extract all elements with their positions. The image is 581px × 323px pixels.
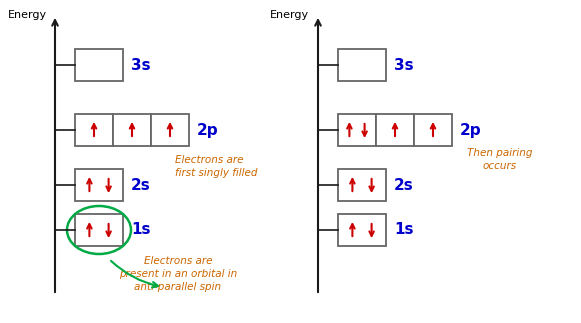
Text: Then pairing
occurs: Then pairing occurs: [467, 148, 533, 171]
Bar: [151, 114, 189, 146]
Text: 3s: 3s: [131, 57, 150, 72]
Bar: [338, 214, 386, 246]
Text: Electrons are
first singly filled: Electrons are first singly filled: [175, 155, 257, 178]
Bar: [75, 214, 123, 246]
Bar: [414, 114, 452, 146]
Text: 2s: 2s: [131, 178, 150, 193]
Bar: [338, 169, 386, 201]
Text: 3s: 3s: [394, 57, 414, 72]
Bar: [75, 49, 123, 81]
Bar: [75, 114, 113, 146]
Text: 2s: 2s: [394, 178, 414, 193]
Bar: [338, 114, 376, 146]
Text: Energy: Energy: [270, 10, 309, 20]
Text: Energy: Energy: [8, 10, 47, 20]
Text: Electrons are
present in an orbital in
anti-parallel spin: Electrons are present in an orbital in a…: [119, 255, 237, 292]
Bar: [376, 114, 414, 146]
Text: 1s: 1s: [394, 223, 414, 237]
Bar: [338, 49, 386, 81]
Bar: [113, 114, 151, 146]
Bar: [75, 169, 123, 201]
Text: 1s: 1s: [131, 223, 150, 237]
Text: 2p: 2p: [197, 122, 218, 138]
Text: 2p: 2p: [460, 122, 482, 138]
